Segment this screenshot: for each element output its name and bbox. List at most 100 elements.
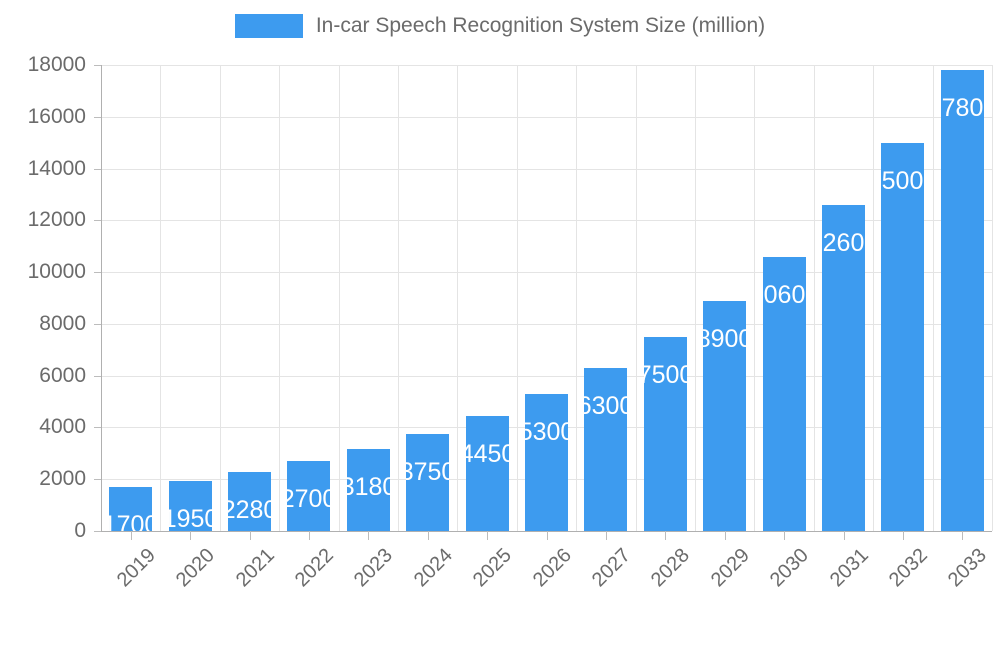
- bar-value-label: 4450: [466, 439, 509, 468]
- bar-item[interactable]: 2700: [287, 65, 330, 531]
- gridline-vertical: [873, 65, 874, 531]
- gridline-vertical: [992, 65, 993, 531]
- bar-rect[interactable]: [644, 336, 687, 531]
- gridline-vertical: [754, 65, 755, 531]
- gridline-vertical: [279, 65, 280, 531]
- gridline-vertical: [160, 65, 161, 531]
- gridline-vertical: [636, 65, 637, 531]
- x-axis-tick: [309, 531, 310, 540]
- x-axis-tick: [962, 531, 963, 540]
- x-axis-tick: [250, 531, 251, 540]
- y-axis-tick: [94, 479, 101, 481]
- gridline-vertical: [814, 65, 815, 531]
- bar-value-label: 2700: [287, 485, 330, 514]
- x-axis-tick: [903, 531, 904, 540]
- gridline-vertical: [339, 65, 340, 531]
- y-axis-tick-label: 2000: [39, 467, 86, 491]
- bar-value-label: 6300: [584, 391, 627, 420]
- bar-item[interactable]: 5300: [525, 65, 568, 531]
- bar-rect[interactable]: [941, 70, 984, 531]
- gridline-horizontal: [101, 65, 992, 66]
- bar-value-label: 10600: [763, 280, 806, 309]
- gridline-vertical: [398, 65, 399, 531]
- gridline-vertical: [517, 65, 518, 531]
- bar-item[interactable]: 4450: [466, 65, 509, 531]
- x-axis-tick: [131, 531, 132, 540]
- bar-value-label: 5300: [525, 417, 568, 446]
- y-axis-tick-label: 0: [74, 519, 86, 542]
- bar-rect[interactable]: [347, 448, 390, 531]
- gridline-vertical: [576, 65, 577, 531]
- gridline-vertical: [933, 65, 934, 531]
- bar-value-label: 8900: [703, 324, 746, 353]
- bar-value-label: 1950: [169, 504, 212, 531]
- bar-rect[interactable]: [525, 393, 568, 531]
- x-axis-tick: [784, 531, 785, 540]
- bar-rect[interactable]: [763, 256, 806, 531]
- bar-rect[interactable]: [881, 142, 924, 531]
- x-axis-tick: [487, 531, 488, 540]
- gridline-horizontal: [101, 375, 992, 377]
- x-axis-tick: [606, 531, 607, 540]
- bar-rect[interactable]: [169, 480, 212, 531]
- gridline-horizontal: [101, 220, 992, 222]
- bar-item[interactable]: 7500: [644, 65, 687, 531]
- bar-rect[interactable]: [584, 367, 627, 531]
- gridline-horizontal: [101, 168, 992, 170]
- y-axis-tick-label: 14000: [27, 156, 86, 180]
- bar-value-label: 1700: [109, 510, 152, 531]
- y-axis-tick-label: 12000: [27, 208, 86, 232]
- x-axis-tick: [190, 531, 191, 540]
- x-axis-line: [101, 531, 992, 532]
- bar-rect[interactable]: [703, 300, 746, 531]
- bar-item[interactable]: 12600: [822, 65, 865, 531]
- bar-rect[interactable]: [822, 204, 865, 531]
- bar-rect[interactable]: [287, 461, 330, 531]
- gridline-horizontal: [101, 272, 992, 274]
- y-axis-tick: [94, 427, 101, 429]
- bar-value-label: 17800: [941, 94, 984, 123]
- y-axis-tick-label: 18000: [27, 53, 86, 76]
- y-axis-line: [101, 65, 102, 531]
- gridline-horizontal: [101, 116, 992, 118]
- bar-rect[interactable]: [109, 487, 152, 531]
- y-axis-tick: [94, 531, 101, 532]
- bar-item[interactable]: 17800: [941, 65, 984, 531]
- y-axis-tick: [94, 272, 101, 274]
- legend-item[interactable]: In-car Speech Recognition System Size (m…: [234, 14, 765, 38]
- bar-value-label: 3180: [347, 472, 390, 501]
- bar-item[interactable]: 8900: [703, 65, 746, 531]
- gridline-vertical: [695, 65, 696, 531]
- y-axis-tick: [94, 65, 101, 66]
- gridline-vertical: [220, 65, 221, 531]
- bar-item[interactable]: 2280: [228, 65, 271, 531]
- bar-rect[interactable]: [466, 415, 509, 531]
- y-axis-tick-label: 8000: [39, 311, 86, 335]
- bar-item[interactable]: 3180: [347, 65, 390, 531]
- x-axis-tick: [547, 531, 548, 540]
- y-axis-tick-label: 10000: [27, 260, 86, 284]
- x-axis-tick: [368, 531, 369, 540]
- legend-color-swatch: [234, 14, 303, 38]
- x-axis-tick: [428, 531, 429, 540]
- y-axis-tick-label: 6000: [39, 363, 86, 387]
- chart-legend: In-car Speech Recognition System Size (m…: [0, 14, 1000, 38]
- y-axis-tick: [94, 375, 101, 377]
- bar-item[interactable]: 6300: [584, 65, 627, 531]
- bar-item[interactable]: 1700: [109, 65, 152, 531]
- y-axis-tick: [94, 220, 101, 222]
- bar-item[interactable]: 15000: [881, 65, 924, 531]
- y-axis-tick: [94, 168, 101, 170]
- x-axis-tick: [725, 531, 726, 540]
- bar-item[interactable]: 1950: [169, 65, 212, 531]
- bar-item[interactable]: 10600: [763, 65, 806, 531]
- bar-value-label: 15000: [881, 166, 924, 195]
- bar-value-label: 12600: [822, 228, 865, 257]
- bar-rect[interactable]: [406, 433, 449, 531]
- bar-value-label: 2280: [228, 495, 271, 524]
- bar-rect[interactable]: [228, 471, 271, 531]
- y-axis-tick: [94, 323, 101, 325]
- y-axis-tick-label: 16000: [27, 104, 86, 128]
- bar-item[interactable]: 3750: [406, 65, 449, 531]
- bar-chart: In-car Speech Recognition System Size (m…: [0, 14, 1000, 591]
